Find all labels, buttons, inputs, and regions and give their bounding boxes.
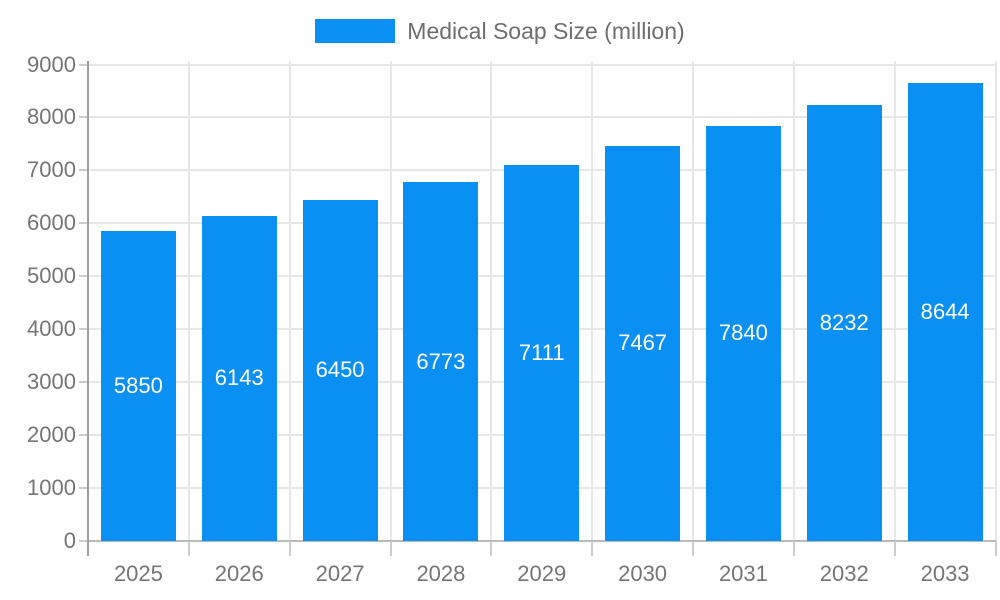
bar[interactable]: 5850 [100,231,176,541]
y-axis-label: 5000 [27,263,76,289]
bar[interactable]: 7111 [504,164,580,541]
bar-value-label: 6450 [315,357,365,383]
x-axis-label: 2033 [920,561,970,586]
gridline-vertical [490,60,493,541]
bar-value-label: 5850 [113,373,163,399]
y-axis-line [87,60,89,556]
gridline-vertical [692,60,694,541]
y-axis-label: 2000 [27,422,76,448]
y-axis-label: 9000 [27,51,76,77]
y-axis-tick [79,116,88,119]
y-axis-label: 4000 [27,316,76,342]
x-axis-tick [792,541,795,556]
x-axis-label: 2025 [113,561,163,586]
bar-value-label: 6773 [416,348,466,374]
gridline-vertical [893,60,896,541]
bar-value-label: 7111 [518,339,565,365]
gridline-vertical [187,60,190,541]
gridline-horizontal [88,63,996,66]
bar[interactable]: 7467 [605,145,681,541]
x-axis-tick [994,541,997,556]
x-axis-label: 2026 [214,561,264,586]
x-axis-tick [187,541,190,556]
gridline-vertical [591,60,594,541]
y-axis-tick [79,169,88,172]
bar-value-label: 6143 [214,365,264,391]
gridline-vertical [792,60,795,541]
y-axis-label: 7000 [27,157,76,183]
y-axis-tick [79,275,88,278]
y-axis-tick [79,381,88,384]
y-axis-tick [79,487,88,490]
bar[interactable]: 6450 [302,199,378,541]
y-axis-label: 8000 [27,104,76,130]
x-axis-tick [389,541,392,556]
x-axis-label: 2028 [416,561,466,586]
y-axis-label: 3000 [27,369,76,395]
bar[interactable]: 6143 [201,215,277,541]
y-axis-label: 1000 [27,475,76,501]
gridline-vertical [994,60,997,541]
x-axis-label: 2031 [718,561,768,586]
bar-value-label: 8232 [819,310,869,336]
x-axis-tick [490,541,493,556]
y-axis-label: 6000 [27,210,76,236]
bar-value-label: 7467 [618,330,668,356]
x-axis-tick [893,541,896,556]
gridline-horizontal [88,116,996,119]
bar[interactable]: 7840 [705,125,781,541]
x-axis-label: 2027 [315,561,365,586]
y-axis-label: 0 [63,528,76,553]
y-axis-tick [79,328,88,331]
gridline-vertical [389,60,392,541]
x-axis-label: 2029 [517,561,567,586]
x-axis-tick [288,541,291,556]
bar[interactable]: 6773 [403,182,479,541]
bar[interactable]: 8644 [907,83,983,541]
x-axis-tick [591,541,594,556]
gridline-vertical [288,60,291,541]
x-axis-baseline [82,540,997,542]
legend-label: Medical Soap Size (million) [407,17,685,44]
x-axis-label: 2030 [618,561,668,586]
x-axis-label: 2032 [819,561,869,586]
y-axis-tick [79,222,88,225]
legend-swatch [315,19,396,43]
x-axis-tick [692,541,694,556]
y-axis-tick [79,434,88,437]
y-axis-tick [79,63,88,66]
bar-value-label: 7840 [718,320,768,346]
bar-value-label: 8644 [920,299,970,325]
bar[interactable]: 8232 [806,105,882,541]
y-axis-tick [79,540,88,542]
legend-item[interactable]: Medical Soap Size (million) [0,16,1000,46]
